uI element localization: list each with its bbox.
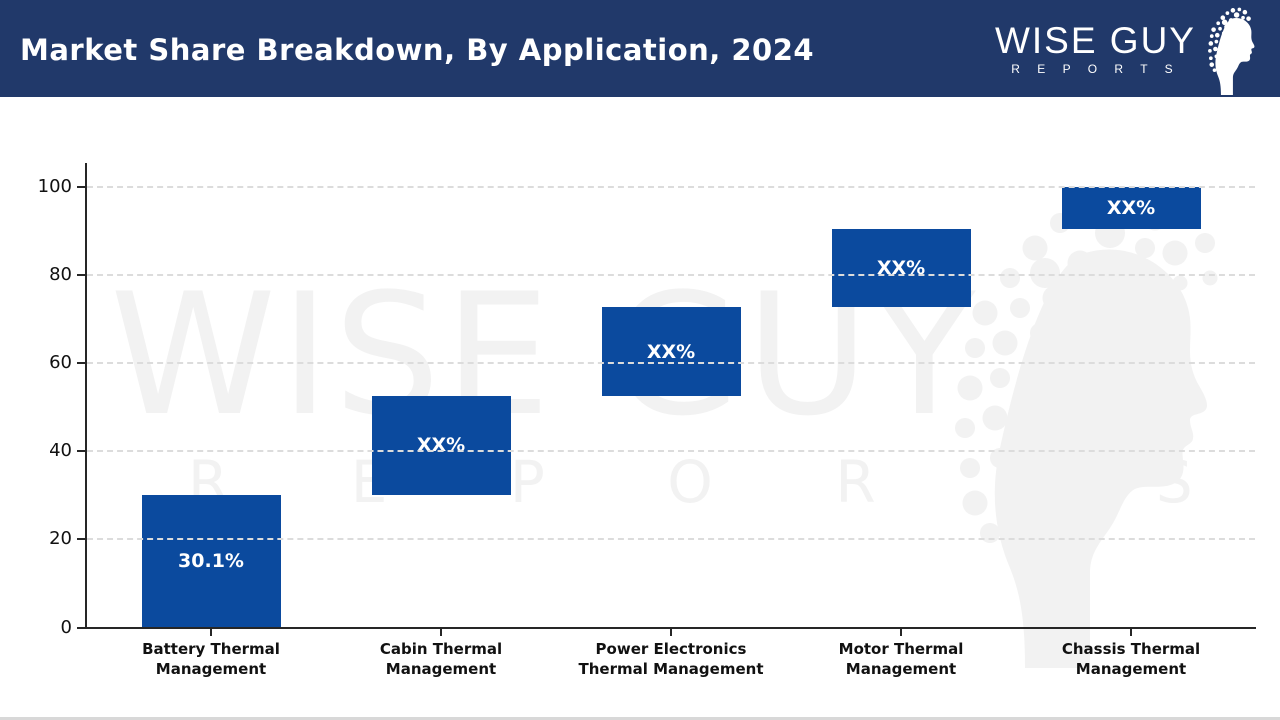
brand-logo: WISE GUY R E P O R T S [994, 4, 1262, 95]
bar-motor-thermal-management: XX% [831, 228, 971, 308]
category-label-chassis-thermal-management: Chassis Thermal Management [1061, 640, 1201, 678]
x-tick-chassis-thermal-management [1130, 629, 1132, 636]
gridline-60 [87, 362, 1255, 365]
gridline-20 [87, 538, 1255, 541]
x-axis-line [84, 627, 1256, 629]
y-tick-label-0: 0 [60, 616, 72, 638]
bar-value-label: 30.1% [178, 550, 244, 573]
y-tick-label-100: 100 [37, 176, 72, 197]
category-label-motor-thermal-management: Motor Thermal Management [838, 640, 964, 678]
category-label-cabin-thermal-management: Cabin Thermal Management [379, 640, 503, 678]
bar-power-electronics-thermal-management: XX% [601, 307, 741, 396]
y-tick-label-40: 40 [49, 440, 72, 462]
brand-logo-text: WISE GUY R E P O R T S [994, 20, 1196, 77]
category-label-battery-thermal-management: Battery Thermal Management [142, 640, 280, 678]
bar-cabin-thermal-management: XX% [371, 395, 511, 495]
brand-name: WISE GUY [994, 20, 1196, 61]
x-tick-cabin-thermal-management [440, 629, 442, 636]
bar-value-label: XX% [416, 434, 466, 457]
y-tick-80 [77, 274, 85, 277]
header-bar: Market Share Breakdown, By Application, … [0, 0, 1280, 97]
gridline-40 [87, 450, 1255, 453]
bar-battery-thermal-management: 30.1% [141, 494, 281, 628]
y-tick-100 [77, 186, 85, 188]
y-tick-20 [77, 538, 85, 541]
gridline-100 [87, 186, 1255, 188]
y-tick-0 [77, 626, 85, 629]
bar-value-label: XX% [646, 340, 696, 363]
bar-value-label: XX% [1106, 196, 1156, 219]
category-label-power-electronics-thermal-management: Power Electronics Thermal Management [578, 640, 764, 678]
y-tick-40 [77, 450, 85, 453]
y-tick-60 [77, 362, 85, 365]
y-tick-label-20: 20 [49, 528, 72, 550]
y-tick-label-60: 60 [49, 352, 72, 374]
page-title: Market Share Breakdown, By Application, … [20, 33, 815, 67]
bar-value-label: XX% [876, 257, 926, 280]
gridline-80 [87, 274, 1255, 277]
x-tick-power-electronics-thermal-management [670, 629, 672, 636]
bar-chassis-thermal-management: XX% [1061, 187, 1201, 229]
x-tick-battery-thermal-management [210, 629, 212, 636]
brand-head-icon [1208, 7, 1255, 95]
y-tick-label-80: 80 [49, 264, 72, 286]
y-axis-line [85, 163, 87, 629]
x-tick-motor-thermal-management [900, 629, 902, 636]
brand-subtitle: R E P O R T S [1011, 62, 1180, 76]
